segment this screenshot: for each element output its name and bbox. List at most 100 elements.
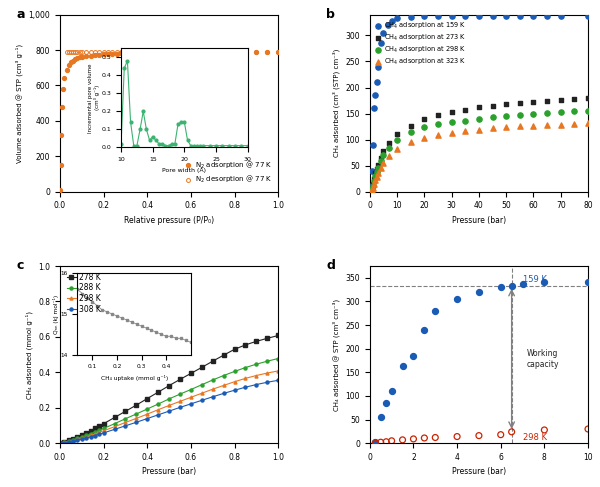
298 K: [133, 415, 140, 421]
288 K: [155, 401, 162, 407]
CH$_4$ adsorption at 298 K: [488, 113, 497, 121]
CH$_4$ adsorption at 159 K: [419, 12, 429, 20]
288 K: [91, 429, 98, 435]
298 K: [176, 398, 184, 404]
Point: [382, 399, 391, 407]
N$_2$ desorption @ 77 K: [87, 49, 94, 55]
CH$_4$ adsorption at 298 K: [376, 158, 386, 166]
CH$_4$ adsorption at 298 K: [556, 108, 566, 116]
308 K: [122, 423, 129, 429]
CH$_4$ adsorption at 273 K: [569, 95, 579, 103]
288 K: [100, 426, 107, 431]
Line: 298 K: 298 K: [58, 369, 280, 445]
278 K: [198, 364, 205, 370]
N$_2$ adsorption @ 77 K: [67, 59, 74, 65]
298 K: [70, 438, 77, 444]
CH$_4$ adsorption at 159 K: [368, 141, 377, 149]
CH$_4$ adsorption at 273 K: [460, 106, 470, 114]
308 K: [78, 436, 85, 442]
N$_2$ adsorption @ 77 K: [91, 52, 98, 58]
N$_2$ adsorption @ 77 K: [87, 53, 94, 58]
308 K: [83, 435, 90, 441]
308 K: [155, 412, 162, 418]
Point: [387, 387, 397, 395]
288 K: [111, 421, 118, 427]
CH$_4$ adsorption at 298 K: [583, 107, 593, 115]
CH$_4$ adsorption at 159 K: [406, 13, 416, 20]
288 K: [87, 431, 94, 437]
N$_2$ adsorption @ 77 K: [57, 162, 64, 168]
CH$_4$ adsorption at 159 K: [392, 14, 402, 22]
CH$_4$ adsorption at 298 K: [370, 172, 380, 180]
Text: 159 K: 159 K: [523, 275, 547, 283]
CH$_4$ adsorption at 159 K: [370, 92, 380, 99]
CH$_4$ adsorption at 298 K: [419, 123, 429, 131]
CH$_4$ adsorption at 298 K: [392, 136, 402, 144]
CH$_4$ adsorption at 298 K: [366, 187, 376, 195]
CH$_4$ adsorption at 159 K: [367, 167, 377, 175]
278 K: [65, 437, 73, 443]
278 K: [155, 389, 162, 395]
288 K: [133, 411, 140, 417]
CH$_4$ adsorption at 159 K: [372, 78, 382, 86]
CH$_4$ adsorption at 159 K: [542, 12, 552, 19]
N$_2$ desorption @ 77 K: [187, 49, 194, 55]
Point: [370, 438, 380, 446]
N$_2$ desorption @ 77 K: [113, 49, 121, 55]
CH$_4$ adsorption at 273 K: [433, 111, 443, 118]
N$_2$ adsorption @ 77 K: [275, 49, 282, 55]
N$_2$ adsorption @ 77 K: [71, 56, 79, 62]
CH$_4$ adsorption at 159 K: [369, 105, 379, 112]
308 K: [95, 431, 103, 437]
N$_2$ desorption @ 77 K: [253, 49, 260, 55]
CH$_4$ adsorption at 323 K: [384, 152, 394, 160]
CH$_4$ adsorption at 273 K: [515, 99, 524, 107]
CH$_4$ adsorption at 323 K: [447, 130, 457, 137]
278 K: [209, 358, 217, 364]
288 K: [187, 387, 194, 393]
CH$_4$ adsorption at 323 K: [366, 187, 376, 195]
308 K: [166, 408, 173, 414]
N$_2$ adsorption @ 77 K: [198, 49, 205, 55]
Point: [496, 431, 506, 439]
Point: [507, 428, 517, 436]
N$_2$ adsorption @ 77 K: [59, 86, 67, 92]
Line: 308 K: 308 K: [58, 379, 280, 445]
308 K: [209, 394, 217, 400]
CH$_4$ adsorption at 273 K: [474, 103, 484, 111]
308 K: [198, 397, 205, 403]
308 K: [231, 387, 238, 393]
278 K: [83, 430, 90, 436]
N$_2$ desorption @ 77 K: [76, 49, 83, 55]
308 K: [56, 440, 64, 446]
CH$_4$ adsorption at 273 K: [447, 108, 457, 116]
288 K: [78, 434, 85, 440]
N$_2$ adsorption @ 77 K: [100, 52, 107, 57]
CH$_4$ adsorption at 159 K: [447, 12, 457, 19]
N$_2$ desorption @ 77 K: [70, 49, 77, 55]
N$_2$ adsorption @ 77 K: [133, 50, 140, 56]
Point: [452, 432, 462, 440]
278 K: [111, 414, 118, 420]
N$_2$ adsorption @ 77 K: [187, 49, 194, 55]
N$_2$ adsorption @ 77 K: [143, 49, 151, 55]
N$_2$ adsorption @ 77 K: [78, 54, 85, 60]
298 K: [220, 382, 227, 388]
Point: [452, 295, 462, 303]
Line: N$_2$ adsorption @ 77 K: N$_2$ adsorption @ 77 K: [58, 50, 280, 192]
CH$_4$ adsorption at 298 K: [474, 115, 484, 123]
N$_2$ desorption @ 77 K: [104, 49, 112, 55]
278 K: [61, 439, 68, 445]
278 K: [253, 338, 260, 344]
N$_2$ desorption @ 77 K: [65, 49, 73, 55]
Legend: CH$_4$ adsorption at 159 K, CH$_4$ adsorption at 273 K, CH$_4$ adsorption at 298: CH$_4$ adsorption at 159 K, CH$_4$ adsor…: [373, 18, 469, 70]
308 K: [70, 438, 77, 444]
Point: [430, 433, 440, 441]
N$_2$ adsorption @ 77 K: [231, 49, 238, 55]
N$_2$ adsorption @ 77 K: [176, 49, 184, 55]
Point: [376, 438, 386, 446]
CH$_4$ adsorption at 323 K: [542, 121, 552, 129]
308 K: [61, 440, 68, 446]
278 K: [133, 402, 140, 408]
Point: [419, 326, 429, 334]
